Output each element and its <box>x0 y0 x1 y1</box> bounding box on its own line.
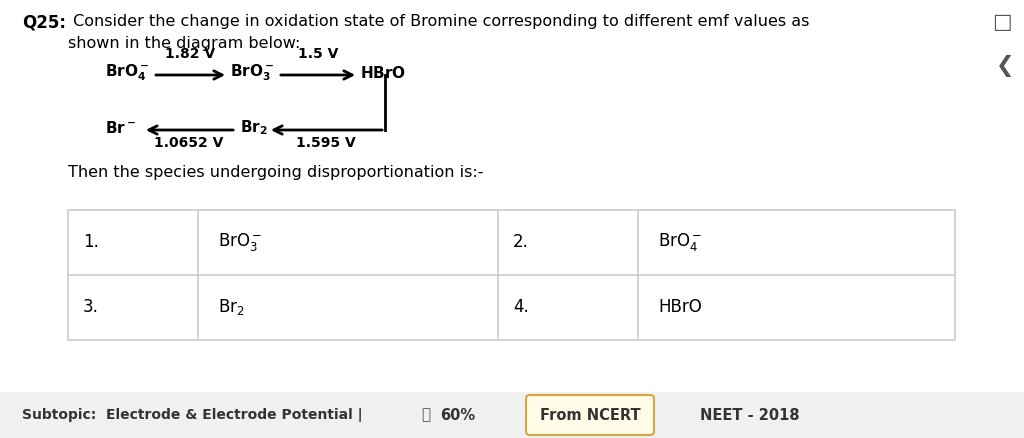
Text: Then the species undergoing disproportionation is:-: Then the species undergoing disproportio… <box>68 165 483 180</box>
Text: 👍: 👍 <box>421 407 430 423</box>
Text: shown in the diagram below:: shown in the diagram below: <box>68 36 300 51</box>
Text: $\mathregular{BrO_4^-}$: $\mathregular{BrO_4^-}$ <box>105 63 150 83</box>
Text: $\mathregular{Br^-}$: $\mathregular{Br^-}$ <box>105 120 136 136</box>
Bar <box>0 392 1024 438</box>
Text: 3.: 3. <box>83 298 99 316</box>
Text: $\mathregular{BrO_4^-}$: $\mathregular{BrO_4^-}$ <box>658 231 702 253</box>
Text: $\mathregular{BrO_3^-}$: $\mathregular{BrO_3^-}$ <box>230 63 274 83</box>
FancyBboxPatch shape <box>526 395 654 435</box>
Text: $\mathregular{BrO_3^-}$: $\mathregular{BrO_3^-}$ <box>218 231 262 253</box>
Text: 1.82 V: 1.82 V <box>165 47 215 61</box>
Text: 1.: 1. <box>83 233 99 251</box>
Text: 2.: 2. <box>513 233 528 251</box>
Text: $\mathregular{HBrO}$: $\mathregular{HBrO}$ <box>360 65 407 81</box>
Text: Q25:: Q25: <box>22 14 66 32</box>
Text: ❮: ❮ <box>995 55 1015 77</box>
Text: HBrO: HBrO <box>658 298 701 316</box>
Text: NEET - 2018: NEET - 2018 <box>700 407 800 423</box>
Text: $\mathregular{Br_2}$: $\mathregular{Br_2}$ <box>240 119 268 138</box>
Text: 60%: 60% <box>440 407 475 423</box>
Text: 1.0652 V: 1.0652 V <box>155 136 223 150</box>
Text: 1.5 V: 1.5 V <box>298 47 338 61</box>
Bar <box>68 210 955 340</box>
Text: 1.595 V: 1.595 V <box>296 136 356 150</box>
Text: From NCERT: From NCERT <box>540 407 640 423</box>
Text: Consider the change in oxidation state of Bromine corresponding to different emf: Consider the change in oxidation state o… <box>68 14 809 29</box>
Text: 4.: 4. <box>513 298 528 316</box>
Text: □: □ <box>992 12 1012 32</box>
Text: $\mathregular{Br_2}$: $\mathregular{Br_2}$ <box>218 297 245 317</box>
Text: Subtopic:  Electrode & Electrode Potential |: Subtopic: Electrode & Electrode Potentia… <box>22 408 362 422</box>
